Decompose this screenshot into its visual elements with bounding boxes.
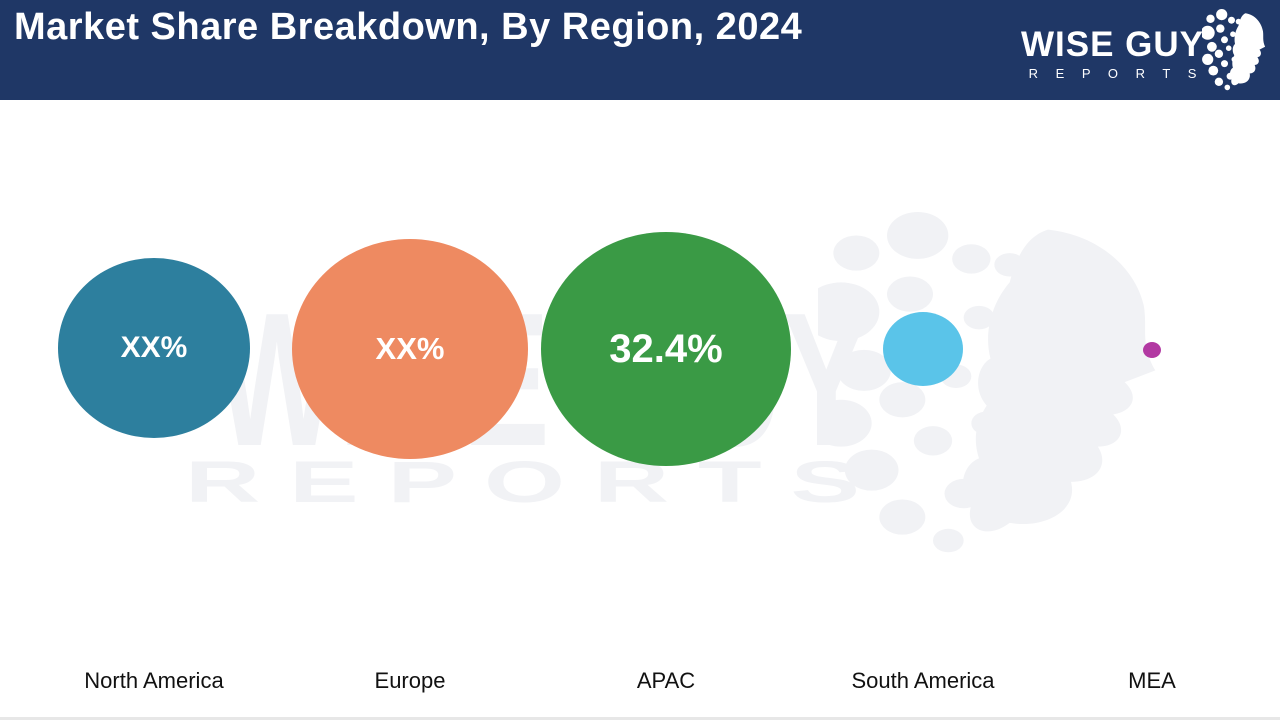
category-label-apac: APAC [636, 668, 696, 693]
logo-subtitle: R E P O R T S [1028, 66, 1204, 81]
bubble-chart-area: WISE GUY R E P O R T S XX% North America X… [0, 100, 1280, 720]
wiseguy-head-icon [1202, 9, 1266, 91]
bubble-europe: XX% [292, 239, 528, 459]
bubble-mea [1143, 342, 1161, 358]
category-label-north-america: North America [84, 668, 224, 693]
wiseguy-watermark-head [818, 212, 1156, 553]
bubble-south-america [883, 312, 963, 386]
bottom-divider [0, 717, 1280, 720]
bubble-value-label: 32.4% [609, 326, 723, 371]
wiseguy-logo: WISE GUY R E P O R T S [1021, 8, 1268, 94]
bubble-north-america: XX% [58, 258, 250, 438]
header-bar: Market Share Breakdown, By Region, 2024 … [0, 0, 1280, 100]
category-label-mea: MEA [1128, 668, 1176, 693]
bubble-value-label: XX% [120, 331, 188, 364]
watermark-subtitle: R E P O R T S [185, 450, 860, 515]
category-label-europe: Europe [374, 668, 446, 693]
wiseguy-logo-text: WISE GUY R E P O R T S [1021, 27, 1204, 81]
bubble-value-label: XX% [375, 331, 445, 366]
bubble-apac: 32.4% [541, 232, 791, 466]
logo-wordmark: WISE GUY [1020, 25, 1204, 64]
category-label-south-america: South America [851, 668, 995, 693]
page-title: Market Share Breakdown, By Region, 2024 [14, 6, 803, 48]
